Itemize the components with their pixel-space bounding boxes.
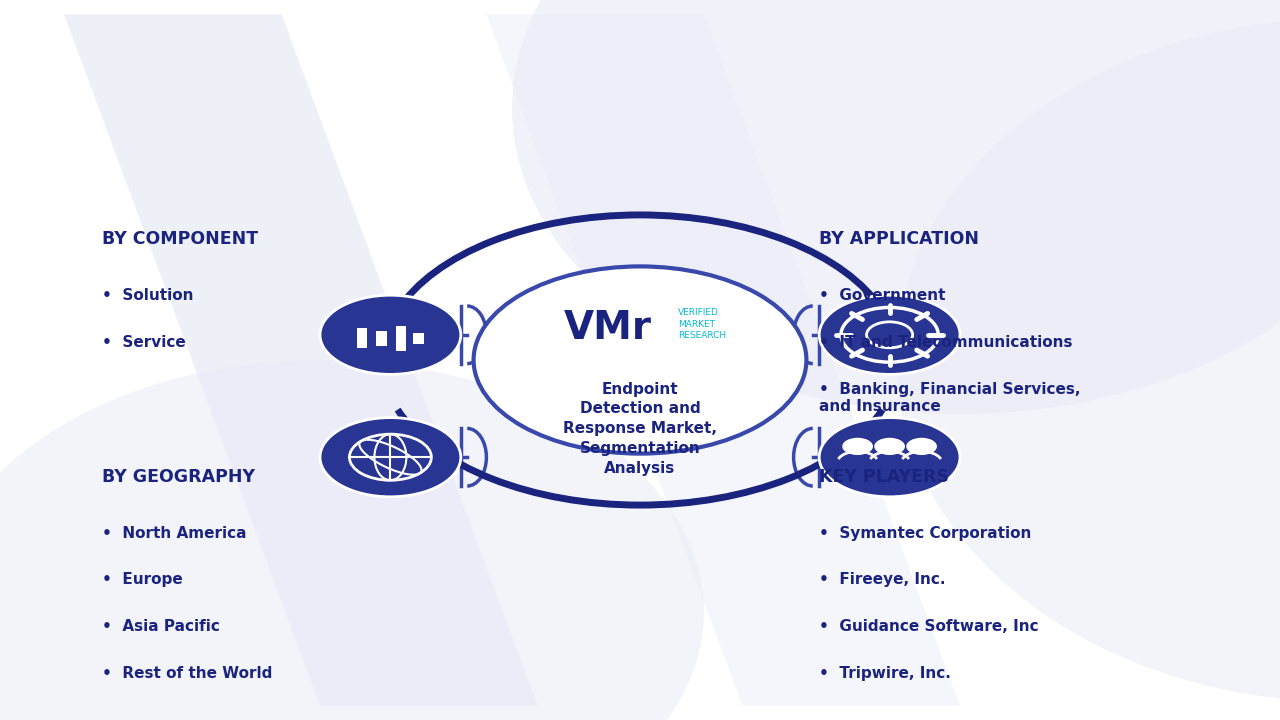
- Circle shape: [474, 266, 806, 454]
- Text: BY APPLICATION: BY APPLICATION: [819, 230, 979, 248]
- Text: •  Banking, Financial Services,
and Insurance: • Banking, Financial Services, and Insur…: [819, 382, 1080, 414]
- FancyBboxPatch shape: [396, 325, 406, 351]
- Text: •  Asia Pacific: • Asia Pacific: [102, 619, 220, 634]
- Text: •  Tripwire, Inc.: • Tripwire, Inc.: [819, 666, 951, 681]
- Text: Endpoint
Detection and
Response Market,
Segmentation
Analysis: Endpoint Detection and Response Market, …: [563, 382, 717, 476]
- Ellipse shape: [0, 360, 704, 720]
- Circle shape: [842, 438, 873, 455]
- Text: •  IT and Telecommunications: • IT and Telecommunications: [819, 335, 1073, 350]
- FancyBboxPatch shape: [413, 333, 424, 344]
- Circle shape: [819, 418, 960, 497]
- Ellipse shape: [896, 18, 1280, 702]
- Text: KEY PLAYERS: KEY PLAYERS: [819, 468, 950, 486]
- Circle shape: [320, 418, 461, 497]
- Text: •  Solution: • Solution: [102, 288, 193, 303]
- Text: VERIFIED
MARKET
RESEARCH: VERIFIED MARKET RESEARCH: [678, 307, 727, 341]
- FancyBboxPatch shape: [357, 328, 367, 348]
- Circle shape: [874, 438, 905, 455]
- Text: •  Service: • Service: [102, 335, 186, 350]
- Polygon shape: [486, 14, 960, 706]
- Ellipse shape: [512, 0, 1280, 414]
- Text: •  Rest of the World: • Rest of the World: [102, 666, 273, 681]
- Circle shape: [819, 295, 960, 374]
- Text: •  Symantec Corporation: • Symantec Corporation: [819, 526, 1032, 541]
- Text: •  Europe: • Europe: [102, 572, 183, 588]
- Text: •  Fireeye, Inc.: • Fireeye, Inc.: [819, 572, 946, 588]
- Circle shape: [320, 295, 461, 374]
- Text: BY GEOGRAPHY: BY GEOGRAPHY: [102, 468, 256, 486]
- Circle shape: [906, 438, 937, 455]
- Polygon shape: [64, 14, 538, 706]
- Text: •  North America: • North America: [102, 526, 247, 541]
- Text: •  Government: • Government: [819, 288, 946, 303]
- FancyBboxPatch shape: [376, 331, 387, 346]
- Text: VMr: VMr: [564, 309, 652, 346]
- Text: BY COMPONENT: BY COMPONENT: [102, 230, 259, 248]
- Text: •  Guidance Software, Inc: • Guidance Software, Inc: [819, 619, 1039, 634]
